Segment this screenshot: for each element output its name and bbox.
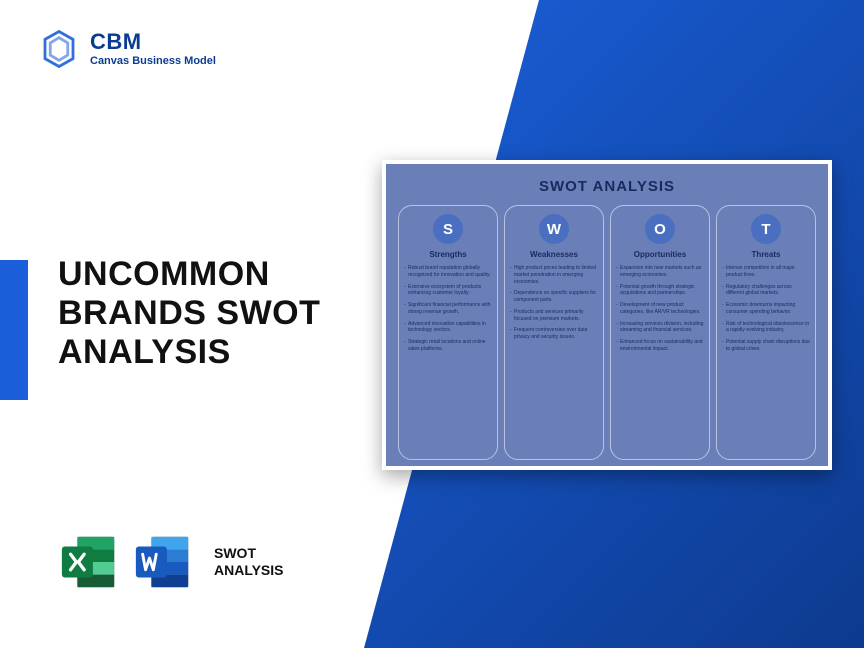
swot-column-strengths: S Strengths Robust brand reputation global… xyxy=(398,205,498,460)
swot-item: Significant financial performance with s… xyxy=(404,302,492,316)
bottom-label-line1: SWOT xyxy=(214,545,284,562)
bottom-label-line2: ANALYSIS xyxy=(214,562,284,579)
swot-item: Intense competition in all major product… xyxy=(722,265,810,279)
swot-item: Potential growth through strategic acqui… xyxy=(616,284,704,298)
swot-column-opportunities: O Opportunities Expansion into new markets… xyxy=(610,205,710,460)
page-title: UNCOMMON BRANDS SWOT ANALYSIS xyxy=(58,255,378,372)
logo-area: CBM Canvas Business Model xyxy=(38,28,216,70)
swot-item: Regulatory challenges across different g… xyxy=(722,284,810,298)
logo-subtitle: Canvas Business Model xyxy=(90,55,216,67)
swot-circle: S xyxy=(433,214,463,244)
swot-item: Advanced innovation capabilities in tech… xyxy=(404,321,492,335)
bottom-label: SWOT ANALYSIS xyxy=(214,545,284,579)
swot-item: Risk of technological obsolescence in a … xyxy=(722,321,810,335)
swot-heading: Threats xyxy=(752,250,781,259)
swot-item: Economic downturns impacting consumer sp… xyxy=(722,302,810,316)
logo-title: CBM xyxy=(90,31,216,53)
swot-circle: O xyxy=(645,214,675,244)
swot-item: Dependence on specific suppliers for com… xyxy=(510,290,598,304)
swot-item-list: High product prices leading to limited m… xyxy=(510,265,598,346)
swot-column-weaknesses: W Weaknesses High product prices leading t… xyxy=(504,205,604,460)
swot-item-list: Robust brand reputation globally recogni… xyxy=(404,265,492,358)
swot-item: Increasing services division, including … xyxy=(616,321,704,335)
swot-item: Extensive ecosystem of products enhancin… xyxy=(404,284,492,298)
bottom-icons: SWOT ANALYSIS xyxy=(58,531,284,593)
swot-item: Development of new product categories, l… xyxy=(616,302,704,316)
swot-item: Products and services primarily focused … xyxy=(510,309,598,323)
swot-item: Enhanced focus on sustainability and env… xyxy=(616,339,704,353)
swot-item: Expansion into new markets such as emerg… xyxy=(616,265,704,279)
swot-circle: W xyxy=(539,214,569,244)
swot-columns: S Strengths Robust brand reputation global… xyxy=(398,205,816,460)
swot-item: Frequent controversies over data privacy… xyxy=(510,327,598,341)
swot-item: High product prices leading to limited m… xyxy=(510,265,598,285)
swot-item: Robust brand reputation globally recogni… xyxy=(404,265,492,279)
logo-text: CBM Canvas Business Model xyxy=(90,31,216,67)
swot-heading: Strengths xyxy=(429,250,466,259)
accent-bar xyxy=(0,260,28,400)
word-icon xyxy=(132,531,194,593)
swot-item: Strategic retail locations and online sa… xyxy=(404,339,492,353)
swot-card: SWOT ANALYSIS S Strengths Robust brand rep… xyxy=(382,160,832,470)
swot-heading: Opportunities xyxy=(634,250,686,259)
swot-heading: Weaknesses xyxy=(530,250,578,259)
cbm-logo-icon xyxy=(38,28,80,70)
swot-item: Potential supply chain disruptions due t… xyxy=(722,339,810,353)
swot-item-list: Intense competition in all major product… xyxy=(722,265,810,358)
swot-item-list: Expansion into new markets such as emerg… xyxy=(616,265,704,358)
swot-card-title: SWOT ANALYSIS xyxy=(398,178,816,195)
excel-icon xyxy=(58,531,120,593)
swot-column-threats: T Threats Intense competition in all major… xyxy=(716,205,816,460)
swot-circle: T xyxy=(751,214,781,244)
